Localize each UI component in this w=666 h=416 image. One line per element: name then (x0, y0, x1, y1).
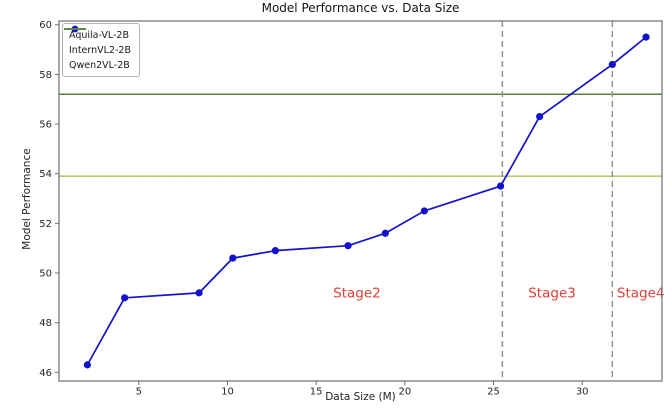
data-point (344, 242, 352, 250)
y-tick-label: 50 (39, 269, 52, 280)
x-tick-label: 5 (136, 387, 142, 398)
data-point (536, 112, 544, 121)
data-point (271, 247, 279, 255)
data-point (121, 294, 129, 302)
data-point (195, 289, 203, 297)
y-tick-label: 52 (39, 219, 52, 230)
series-line-aquila-vl-2b (86, 36, 647, 366)
x-tick-label: 20 (398, 387, 411, 398)
legend-label: InternVL2-2B (69, 44, 131, 56)
data-point (608, 60, 616, 69)
chart-title: Model Performance vs. Data Size (261, 1, 460, 15)
data-point (497, 182, 505, 190)
y-tick-label: 48 (39, 318, 52, 329)
legend-item-qwen2vl-2b: Qwen2VL-2B (64, 28, 131, 72)
y-tick-label: 54 (39, 169, 52, 180)
y-tick-label: 58 (39, 70, 52, 81)
data-point (381, 229, 389, 237)
stage-annotation: Stage2 (333, 285, 381, 301)
data-point (420, 207, 428, 215)
stage-annotation: Stage3 (528, 285, 576, 301)
x-axis-label: Data Size (M) (325, 391, 396, 403)
legend-label: Qwen2VL-2B (69, 59, 130, 71)
data-point (83, 361, 91, 369)
y-tick-label: 56 (39, 120, 52, 131)
legend-item-internvl2-2b: InternVL2-2B (64, 28, 131, 57)
y-tick-label: 60 (39, 20, 52, 31)
y-tick-label: 46 (39, 368, 52, 379)
x-tick-label: 25 (487, 387, 500, 398)
stage-annotation: Stage4 (617, 285, 665, 301)
y-axis-label: Model Performance (21, 148, 33, 250)
legend-label: Aquila-VL-2B (69, 29, 129, 41)
plot-border (58, 20, 663, 382)
legend: Aquila-VL-2B InternVL2-2B Qwen2VL-2B (62, 23, 140, 77)
x-tick-label: 30 (576, 387, 589, 398)
data-point (229, 254, 237, 262)
legend-line-sample (64, 28, 86, 30)
x-tick-label: 10 (221, 387, 234, 398)
data-point (642, 33, 650, 41)
x-tick-label: 15 (310, 387, 323, 398)
